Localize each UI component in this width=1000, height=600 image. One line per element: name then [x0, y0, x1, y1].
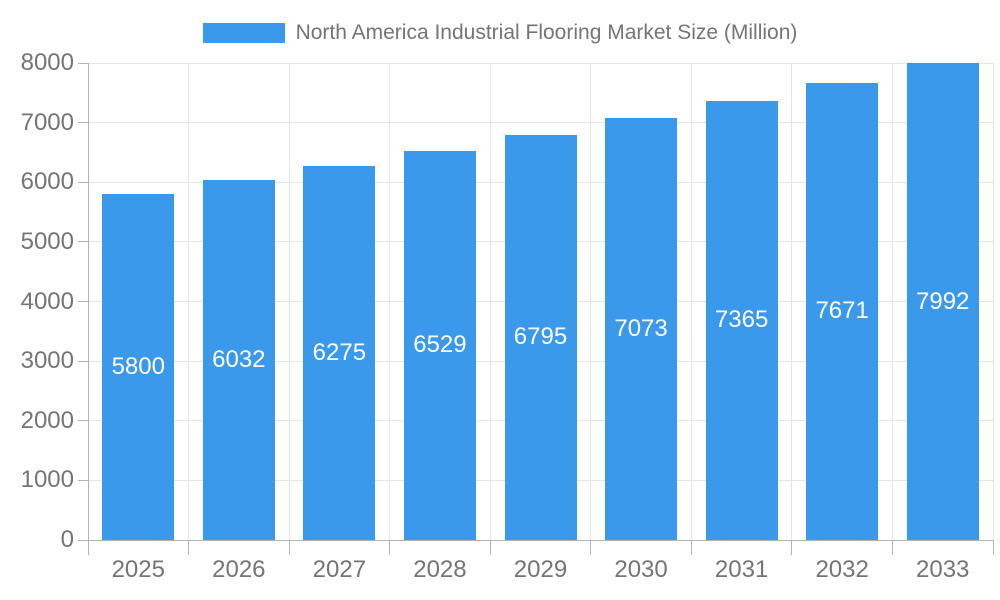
- bar-2029[interactable]: 6795: [504, 134, 577, 540]
- y-axis-tick: [78, 420, 88, 422]
- y-axis-tick: [78, 360, 88, 362]
- x-axis-tick: [791, 540, 793, 555]
- y-axis-label: 3000: [20, 347, 74, 375]
- bar-value-label: 5800: [111, 353, 165, 381]
- y-axis-label: 4000: [20, 287, 74, 315]
- x-gridline: [992, 63, 994, 540]
- y-axis-label: 0: [60, 526, 74, 553]
- x-axis-label: 2027: [312, 556, 367, 583]
- y-axis-label: 2000: [20, 406, 74, 434]
- x-gridline: [891, 63, 893, 540]
- y-axis-tick: [78, 301, 88, 302]
- bar-value-label: 6795: [513, 323, 568, 351]
- x-gridline: [489, 63, 491, 540]
- y-axis-tick: [78, 479, 88, 481]
- y-axis-line: [88, 63, 89, 555]
- bar-2027[interactable]: 6275: [303, 165, 376, 540]
- y-axis-label: 7000: [20, 108, 74, 136]
- x-axis-tick: [389, 540, 391, 555]
- bar-value-label: 6529: [413, 331, 467, 359]
- x-axis-label: 2028: [413, 556, 467, 583]
- bar-2032[interactable]: 7671: [806, 82, 879, 540]
- x-axis-tick: [690, 540, 692, 555]
- legend-label: North America Industrial Flooring Market…: [295, 21, 798, 44]
- y-axis-tick: [78, 122, 88, 124]
- bar-2026[interactable]: 6032: [202, 180, 275, 540]
- y-axis-tick: [78, 241, 88, 243]
- bar-value-label: 7073: [614, 315, 668, 343]
- x-axis-tick: [489, 540, 491, 555]
- x-gridline: [188, 63, 190, 540]
- bar-value-label: 7992: [916, 287, 970, 315]
- plot-area: 5800 6032 6275 6529 6795 7073 7365 7671 7992: [88, 62, 994, 541]
- y-axis-tick: [78, 62, 88, 64]
- x-gridline: [288, 63, 290, 540]
- y-axis-label: 1000: [20, 466, 74, 494]
- x-gridline: [389, 63, 391, 540]
- chart-legend[interactable]: North America Industrial Flooring Market…: [0, 13, 1000, 53]
- x-axis-label: 2029: [513, 556, 568, 583]
- bar-value-label: 7365: [714, 306, 769, 334]
- x-axis-line: [88, 539, 993, 541]
- x-gridline: [590, 63, 592, 540]
- bar-value-label: 7671: [815, 297, 869, 325]
- y-axis-tick: [78, 181, 88, 183]
- x-axis-tick: [188, 540, 190, 555]
- x-axis-tick: [87, 540, 89, 555]
- x-axis-label: 2025: [111, 556, 165, 583]
- bar-2031[interactable]: 7365: [705, 100, 778, 540]
- x-gridline: [791, 63, 793, 540]
- bar-value-label: 6275: [312, 338, 367, 366]
- x-axis-tick: [992, 540, 994, 555]
- bar-2033[interactable]: 7992: [906, 63, 979, 540]
- x-axis-label: 2033: [916, 556, 970, 583]
- y-gridline: [88, 62, 993, 64]
- x-axis-tick: [288, 540, 290, 555]
- legend-swatch-icon: [202, 23, 285, 43]
- bar-2030[interactable]: 7073: [605, 118, 678, 540]
- y-gridline: [88, 122, 993, 124]
- y-axis-tick: [78, 539, 88, 541]
- x-axis-label: 2030: [614, 556, 668, 583]
- x-axis-label: 2032: [815, 556, 869, 583]
- y-axis-label: 8000: [20, 49, 74, 76]
- bar-value-label: 6032: [212, 346, 266, 374]
- x-gridline: [690, 63, 692, 540]
- bar-2028[interactable]: 6529: [403, 150, 476, 540]
- y-axis-label: 5000: [20, 227, 74, 255]
- x-axis-tick: [590, 540, 592, 555]
- y-axis-label: 6000: [20, 168, 74, 196]
- x-axis-tick: [891, 540, 893, 555]
- x-axis-label: 2026: [212, 556, 266, 583]
- bar-2025[interactable]: 5800: [102, 194, 175, 540]
- x-axis-label: 2031: [714, 556, 769, 583]
